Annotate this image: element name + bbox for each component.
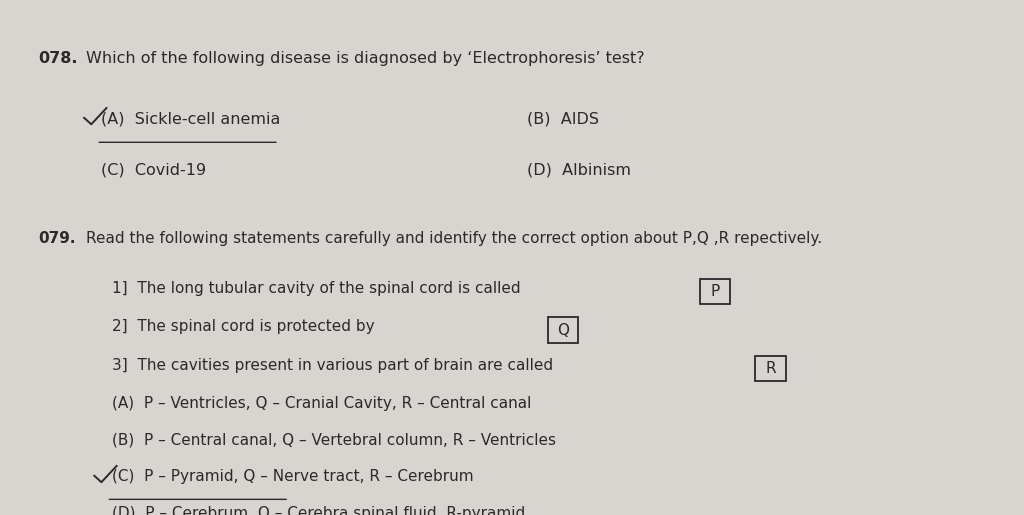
Text: 1]  The long tubular cavity of the spinal cord is called: 1] The long tubular cavity of the spinal…	[112, 281, 520, 296]
Text: Read the following statements carefully and identify the correct option about P,: Read the following statements carefully …	[86, 231, 822, 247]
Bar	[756, 356, 785, 382]
Text: (B)  AIDS: (B) AIDS	[527, 111, 599, 127]
Text: Which of the following disease is diagnosed by ‘Electrophoresis’ test?: Which of the following disease is diagno…	[86, 52, 645, 66]
Text: (C)  P – Pyramid, Q – Nerve tract, R – Cerebrum: (C) P – Pyramid, Q – Nerve tract, R – Ce…	[112, 469, 473, 484]
Text: P: P	[711, 284, 720, 299]
Text: (C)  Covid-19: (C) Covid-19	[101, 163, 207, 178]
Text: 2]  The spinal cord is protected by: 2] The spinal cord is protected by	[112, 319, 374, 334]
Text: Q: Q	[557, 322, 568, 337]
Text: 079.: 079.	[39, 231, 76, 247]
Text: (D)  Albinism: (D) Albinism	[527, 163, 631, 178]
Text: 3]  The cavities present in various part of brain are called: 3] The cavities present in various part …	[112, 358, 553, 373]
Text: (D)  P – Cerebrum, Q – Cerebra spinal fluid, R-pyramid: (D) P – Cerebrum, Q – Cerebra spinal flu…	[112, 506, 524, 515]
Bar	[699, 279, 730, 304]
Text: (A)  P – Ventricles, Q – Cranial Cavity, R – Central canal: (A) P – Ventricles, Q – Cranial Cavity, …	[112, 397, 530, 411]
Text: (A)  Sickle-cell anemia: (A) Sickle-cell anemia	[101, 111, 281, 127]
Text: R: R	[765, 361, 776, 376]
Bar	[548, 317, 578, 343]
Text: (B)  P – Central canal, Q – Vertebral column, R – Ventricles: (B) P – Central canal, Q – Vertebral col…	[112, 433, 556, 448]
Text: 078.: 078.	[39, 52, 78, 66]
